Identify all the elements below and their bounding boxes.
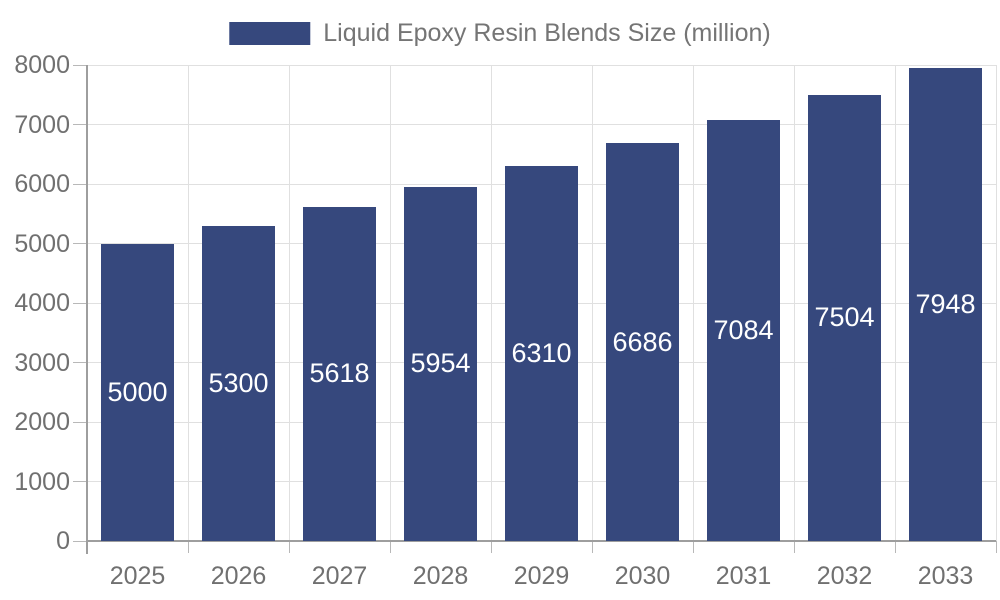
bar: 7084: [707, 119, 780, 541]
x-axis: [87, 540, 996, 542]
x-tick-label: 2029: [513, 562, 570, 590]
y-tick: [73, 540, 87, 542]
bar: 7948: [909, 68, 982, 541]
x-tick-label: 2025: [109, 562, 166, 590]
bar-value-label: 7948: [915, 289, 976, 320]
y-tick-label: 0: [56, 527, 70, 555]
y-tick: [73, 124, 87, 125]
x-tick: [995, 541, 997, 553]
x-tick-label: 2031: [715, 562, 772, 590]
bar: 6686: [606, 143, 679, 541]
y-tick: [73, 302, 87, 304]
y-tick-label: 6000: [14, 170, 70, 198]
bar-value-label: 5954: [410, 348, 471, 379]
x-tick-label: 2026: [210, 562, 267, 590]
y-tick-label: 1000: [14, 467, 70, 496]
x-tick: [793, 541, 795, 553]
bar-value-label: 6310: [511, 337, 572, 368]
y-tick: [73, 64, 87, 66]
x-tick: [894, 541, 896, 553]
x-tick: [389, 541, 391, 553]
bar-value-label: 6686: [612, 326, 673, 357]
x-gridline: [894, 65, 896, 541]
y-gridline: [87, 64, 996, 66]
x-gridline: [692, 65, 694, 541]
x-tick-label: 2030: [614, 562, 671, 590]
bar: 5954: [404, 186, 477, 541]
y-tick-label: 5000: [14, 229, 70, 258]
bar: 5618: [303, 206, 376, 541]
x-gridline: [995, 65, 997, 541]
y-axis: [86, 65, 88, 554]
legend-swatch-icon: [229, 22, 311, 45]
x-tick: [288, 541, 290, 553]
x-gridline: [187, 65, 189, 541]
y-tick-label: 3000: [14, 348, 70, 377]
legend: Liquid Epoxy Resin Blends Size (million): [229, 19, 771, 48]
bar-value-label: 7504: [814, 302, 875, 333]
x-tick: [591, 541, 593, 553]
x-gridline: [288, 65, 290, 541]
y-tick-label: 4000: [14, 289, 70, 317]
x-tick-label: 2028: [412, 562, 469, 590]
y-tick-label: 2000: [14, 408, 70, 436]
bar-value-label: 5618: [309, 358, 370, 389]
x-gridline: [591, 65, 593, 541]
y-tick: [73, 243, 87, 244]
x-gridline: [389, 65, 391, 541]
y-tick: [73, 183, 87, 185]
x-tick: [187, 541, 189, 553]
bar: 7504: [808, 94, 881, 541]
x-tick-label: 2033: [917, 562, 974, 590]
x-tick-label: 2027: [311, 562, 368, 590]
legend-label: Liquid Epoxy Resin Blends Size (million): [323, 19, 771, 47]
bar: 6310: [505, 165, 578, 541]
x-tick-label: 2032: [816, 562, 873, 590]
x-gridline: [793, 65, 795, 541]
bar: 5300: [202, 225, 275, 541]
x-tick: [490, 541, 492, 553]
y-gridline: [87, 124, 996, 125]
y-tick-label: 8000: [14, 51, 70, 79]
bar-value-label: 7084: [713, 314, 774, 345]
x-tick: [692, 541, 694, 553]
bar-value-label: 5300: [208, 367, 269, 398]
y-tick-label: 7000: [14, 110, 70, 139]
bar: 5000: [101, 243, 174, 541]
y-tick: [73, 421, 87, 423]
y-tick: [73, 362, 87, 363]
y-tick: [73, 481, 87, 482]
x-gridline: [490, 65, 492, 541]
bar-value-label: 5000: [107, 376, 168, 407]
